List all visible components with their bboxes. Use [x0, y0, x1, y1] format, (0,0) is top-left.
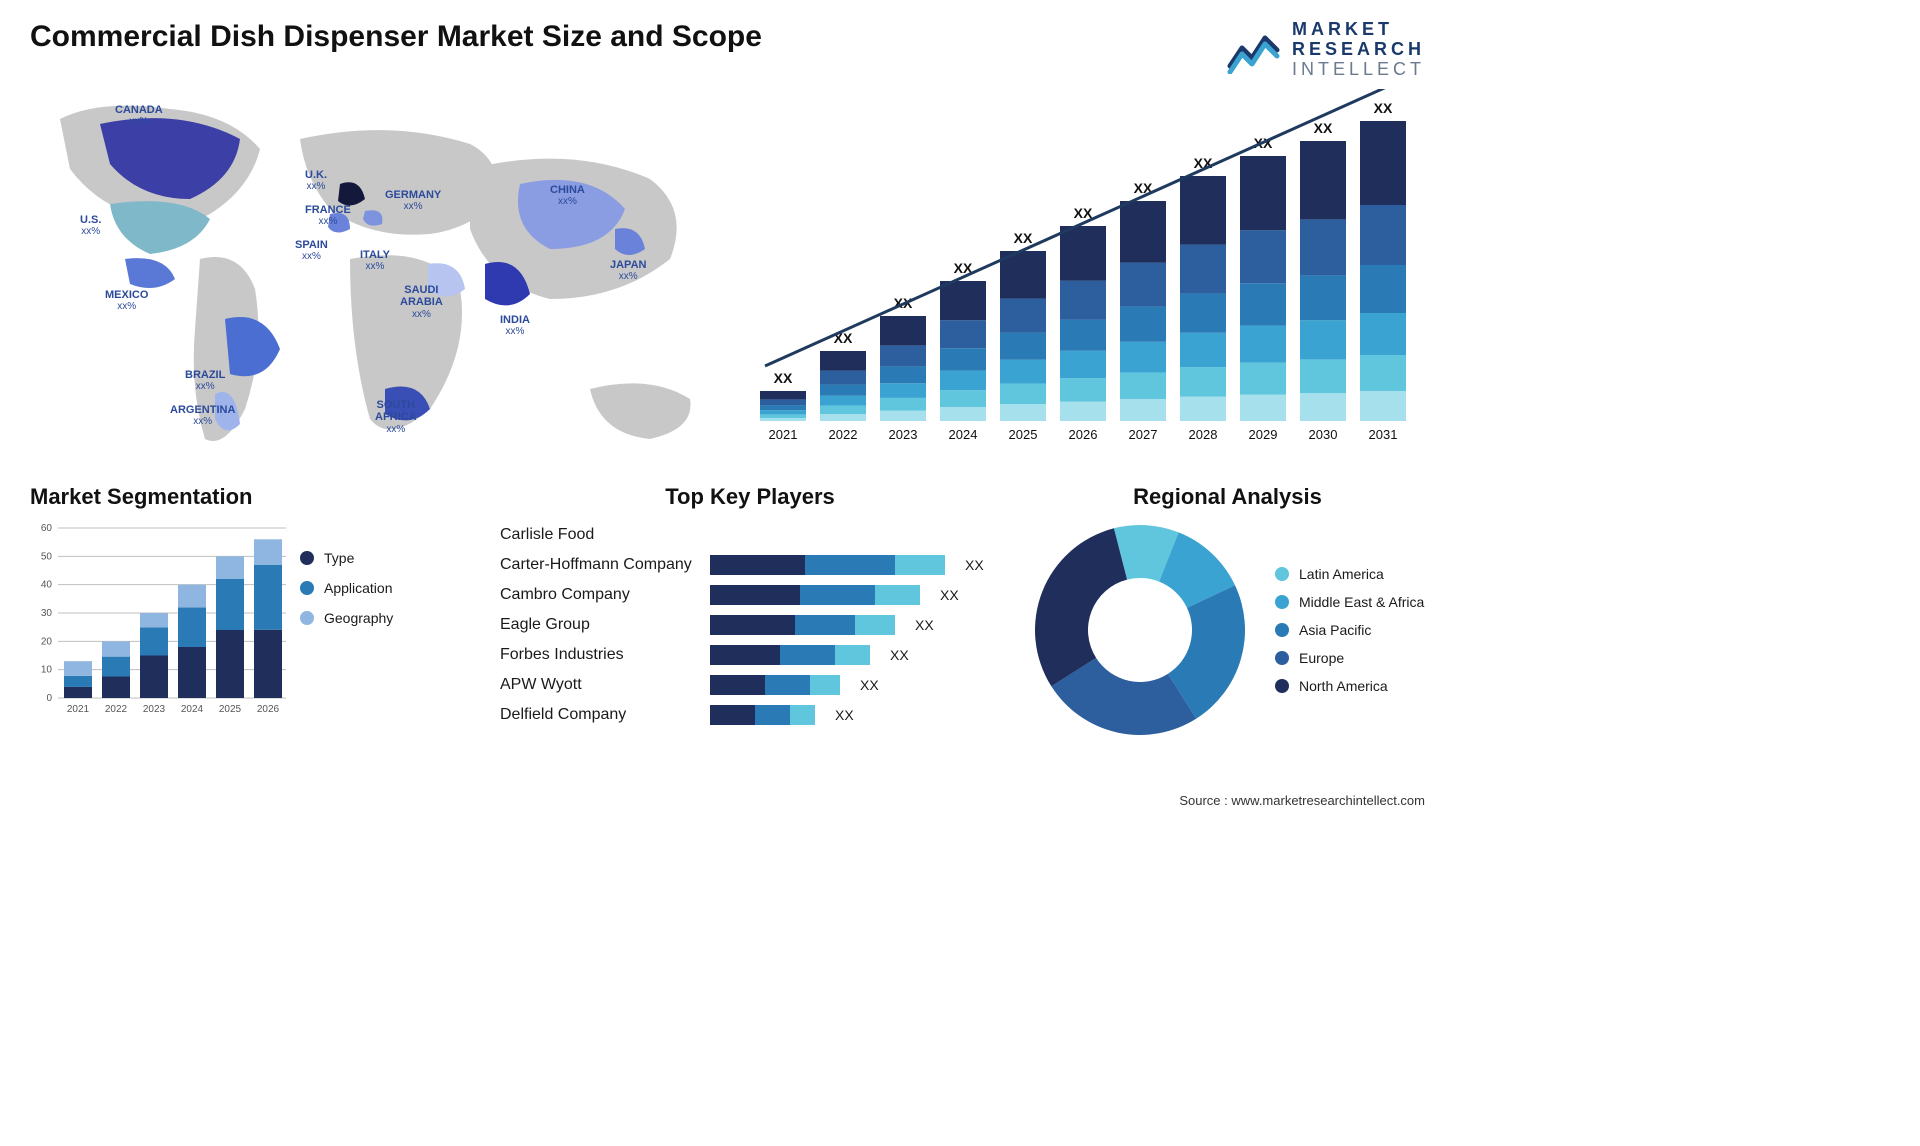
players-title: Top Key Players: [500, 484, 1000, 510]
segmentation-panel: Market Segmentation 0 10 20 30 40 50 60 2021 202…: [30, 484, 470, 740]
page-title: Commercial Dish Dispenser Market Size an…: [30, 20, 762, 54]
map-label-brazil: BRAZILxx%: [185, 369, 225, 392]
map-label-germany: GERMANYxx%: [385, 189, 441, 212]
regional-legend: Latin America Middle East & Africa Asia Pa…: [1275, 566, 1424, 694]
map-label-south-africa: SOUTHAFRICAxx%: [375, 399, 417, 434]
seg-legend-application: Application: [300, 580, 393, 596]
region-legend-north-america: North America: [1275, 678, 1424, 694]
region-legend-europe: Europe: [1275, 650, 1424, 666]
map-label-saudi-arabia: SAUDIARABIAxx%: [400, 284, 443, 319]
svg-text:2025: 2025: [219, 704, 242, 715]
player-row: Carter-Hoffmann CompanyXX: [500, 550, 1000, 580]
segmentation-title: Market Segmentation: [30, 484, 470, 510]
svg-text:2024: 2024: [949, 427, 978, 442]
svg-text:XX: XX: [1374, 100, 1393, 116]
player-row: Cambro CompanyXX: [500, 580, 1000, 610]
brand-logo: MARKET RESEARCH INTELLECT: [1227, 20, 1425, 79]
source-attribution: Source : www.marketresearchintellect.com: [1179, 793, 1425, 808]
map-label-canada: CANADAxx%: [115, 104, 163, 127]
player-row: APW WyottXX: [500, 670, 1000, 700]
svg-text:2022: 2022: [829, 427, 858, 442]
growth-chart-panel: XX2021XX2022XX2023XX2024XX2025XX2026XX20…: [750, 89, 1430, 469]
map-label-china: CHINAxx%: [550, 184, 585, 207]
growth-chart-svg: XX2021XX2022XX2023XX2024XX2025XX2026XX20…: [750, 89, 1430, 459]
svg-text:0: 0: [46, 693, 52, 704]
svg-text:2028: 2028: [1189, 427, 1218, 442]
player-row: Forbes IndustriesXX: [500, 640, 1000, 670]
svg-text:2029: 2029: [1249, 427, 1278, 442]
svg-text:30: 30: [41, 608, 53, 619]
logo-line1: MARKET: [1292, 20, 1425, 40]
svg-text:2026: 2026: [1069, 427, 1098, 442]
logo-line3: INTELLECT: [1292, 60, 1425, 80]
svg-text:XX: XX: [1014, 230, 1033, 246]
logo-line2: RESEARCH: [1292, 40, 1425, 60]
svg-text:2022: 2022: [105, 704, 128, 715]
svg-text:2031: 2031: [1369, 427, 1398, 442]
regional-panel: Regional Analysis Latin America Middle Ea…: [1030, 484, 1425, 740]
region-legend-middle-east-africa: Middle East & Africa: [1275, 594, 1424, 610]
svg-text:2030: 2030: [1309, 427, 1338, 442]
map-label-mexico: MEXICOxx%: [105, 289, 148, 312]
map-label-u-k-: U.K.xx%: [305, 169, 327, 192]
map-label-france: FRANCExx%: [305, 204, 351, 227]
svg-text:60: 60: [41, 523, 53, 534]
svg-text:2023: 2023: [143, 704, 166, 715]
map-label-u-s-: U.S.xx%: [80, 214, 101, 237]
region-legend-latin-america: Latin America: [1275, 566, 1424, 582]
logo-icon: [1227, 26, 1282, 74]
segmentation-legend: Type Application Geography: [300, 520, 393, 720]
svg-text:2027: 2027: [1129, 427, 1158, 442]
segmentation-chart-svg: 0 10 20 30 40 50 60 2021 2022 2023 2024 2025 2026: [30, 520, 290, 720]
svg-text:2024: 2024: [181, 704, 204, 715]
svg-text:2023: 2023: [889, 427, 918, 442]
seg-legend-type: Type: [300, 550, 393, 566]
svg-text:50: 50: [41, 552, 53, 563]
map-label-argentina: ARGENTINAxx%: [170, 404, 235, 427]
svg-text:XX: XX: [1314, 120, 1333, 136]
svg-text:2021: 2021: [67, 704, 90, 715]
map-label-spain: SPAINxx%: [295, 239, 328, 262]
map-label-india: INDIAxx%: [500, 314, 530, 337]
svg-text:XX: XX: [774, 370, 793, 386]
svg-text:10: 10: [41, 665, 53, 676]
svg-text:20: 20: [41, 637, 53, 648]
map-label-japan: JAPANxx%: [610, 259, 646, 282]
map-label-italy: ITALYxx%: [360, 249, 390, 272]
seg-legend-geography: Geography: [300, 610, 393, 626]
regional-donut: [1030, 520, 1250, 740]
world-map-panel: CANADAxx% U.S.xx% MEXICOxx% BRAZILxx% ARGENT…: [30, 89, 730, 469]
players-panel: Top Key Players Carlisle FoodCarter-Hoff…: [500, 484, 1000, 740]
region-legend-asia-pacific: Asia Pacific: [1275, 622, 1424, 638]
svg-text:2026: 2026: [257, 704, 280, 715]
svg-text:40: 40: [41, 580, 53, 591]
player-row: Eagle GroupXX: [500, 610, 1000, 640]
regional-title: Regional Analysis: [1030, 484, 1425, 510]
svg-text:2021: 2021: [769, 427, 798, 442]
svg-text:2025: 2025: [1009, 427, 1038, 442]
player-row: Carlisle Food: [500, 520, 1000, 550]
player-row: Delfield CompanyXX: [500, 700, 1000, 730]
